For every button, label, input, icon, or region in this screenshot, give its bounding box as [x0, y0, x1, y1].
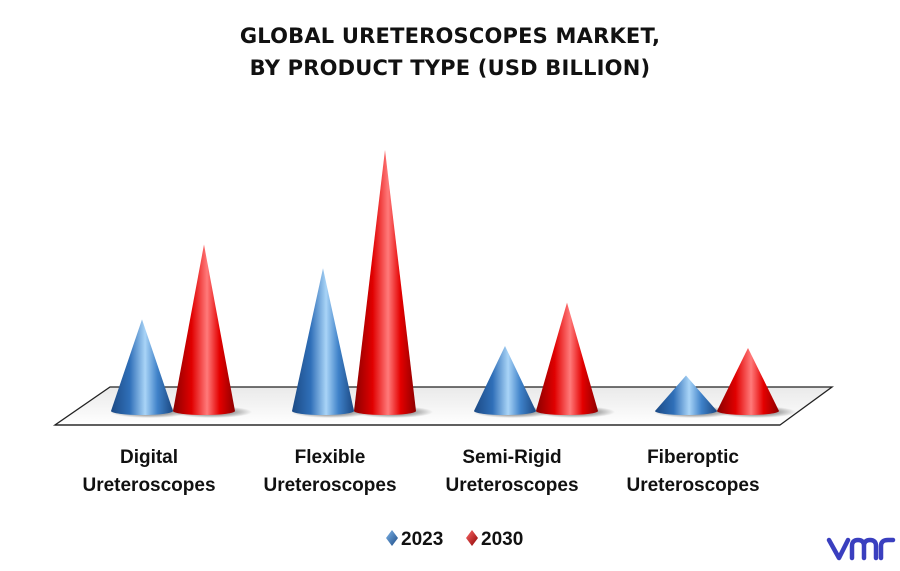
x-tick-label-digital-ureteroscopes-line-1: Digital: [120, 447, 178, 468]
chart-title: GLOBAL URETEROSCOPES MARKET, BY PRODUCT …: [0, 20, 900, 84]
legend-item-2023: 2023: [386, 529, 443, 550]
x-tick-label-digital-ureteroscopes-line-2: Ureteroscopes: [82, 475, 215, 496]
legend-item-2030: 2030: [466, 529, 523, 550]
chart-floor: [52, 386, 834, 426]
cone-digital-ureteroscopes-2023: [111, 319, 173, 415]
cone-semi-rigid-ureteroscopes-2023: [474, 345, 536, 415]
chart-title-line-2: BY PRODUCT TYPE (USD BILLION): [249, 56, 651, 80]
legend-swatch-2023: [386, 530, 398, 546]
x-tick-label-semi-rigid-ureteroscopes-line-2: Ureteroscopes: [445, 475, 578, 496]
x-tick-label-fiberoptic-ureteroscopes-line-1: Fiberoptic: [647, 447, 739, 468]
cone-digital-ureteroscopes-2030: [173, 244, 235, 415]
chart-title-line-1: GLOBAL URETEROSCOPES MARKET,: [239, 24, 661, 48]
legend: 2023 2030: [386, 529, 523, 550]
legend-swatch-2030: [466, 530, 478, 546]
x-tick-label-flexible-ureteroscopes-line-2: Ureteroscopes: [263, 475, 396, 496]
legend-label-2023: 2023: [401, 529, 443, 550]
x-tick-label-flexible-ureteroscopes-line-1: Flexible: [295, 447, 366, 468]
legend-label-2030: 2030: [481, 529, 523, 550]
x-axis-labels: Digital Ureteroscopes Flexible Ureteroscope…: [82, 447, 759, 496]
vmr-logo-icon: [826, 537, 896, 561]
x-tick-label-semi-rigid-ureteroscopes-line-1: Semi-Rigid: [462, 447, 561, 468]
cone-fiberoptic-ureteroscopes-2023: [655, 375, 717, 415]
cone-flexible-ureteroscopes-2030: [354, 150, 416, 415]
cone-semi-rigid-ureteroscopes-2030: [536, 302, 598, 415]
x-tick-label-fiberoptic-ureteroscopes-line-2: Ureteroscopes: [626, 475, 759, 496]
cone-fiberoptic-ureteroscopes-2030: [717, 347, 779, 415]
cone-series-group: [110, 150, 796, 418]
cone-flexible-ureteroscopes-2023: [292, 268, 354, 415]
floor-top: [52, 386, 834, 426]
